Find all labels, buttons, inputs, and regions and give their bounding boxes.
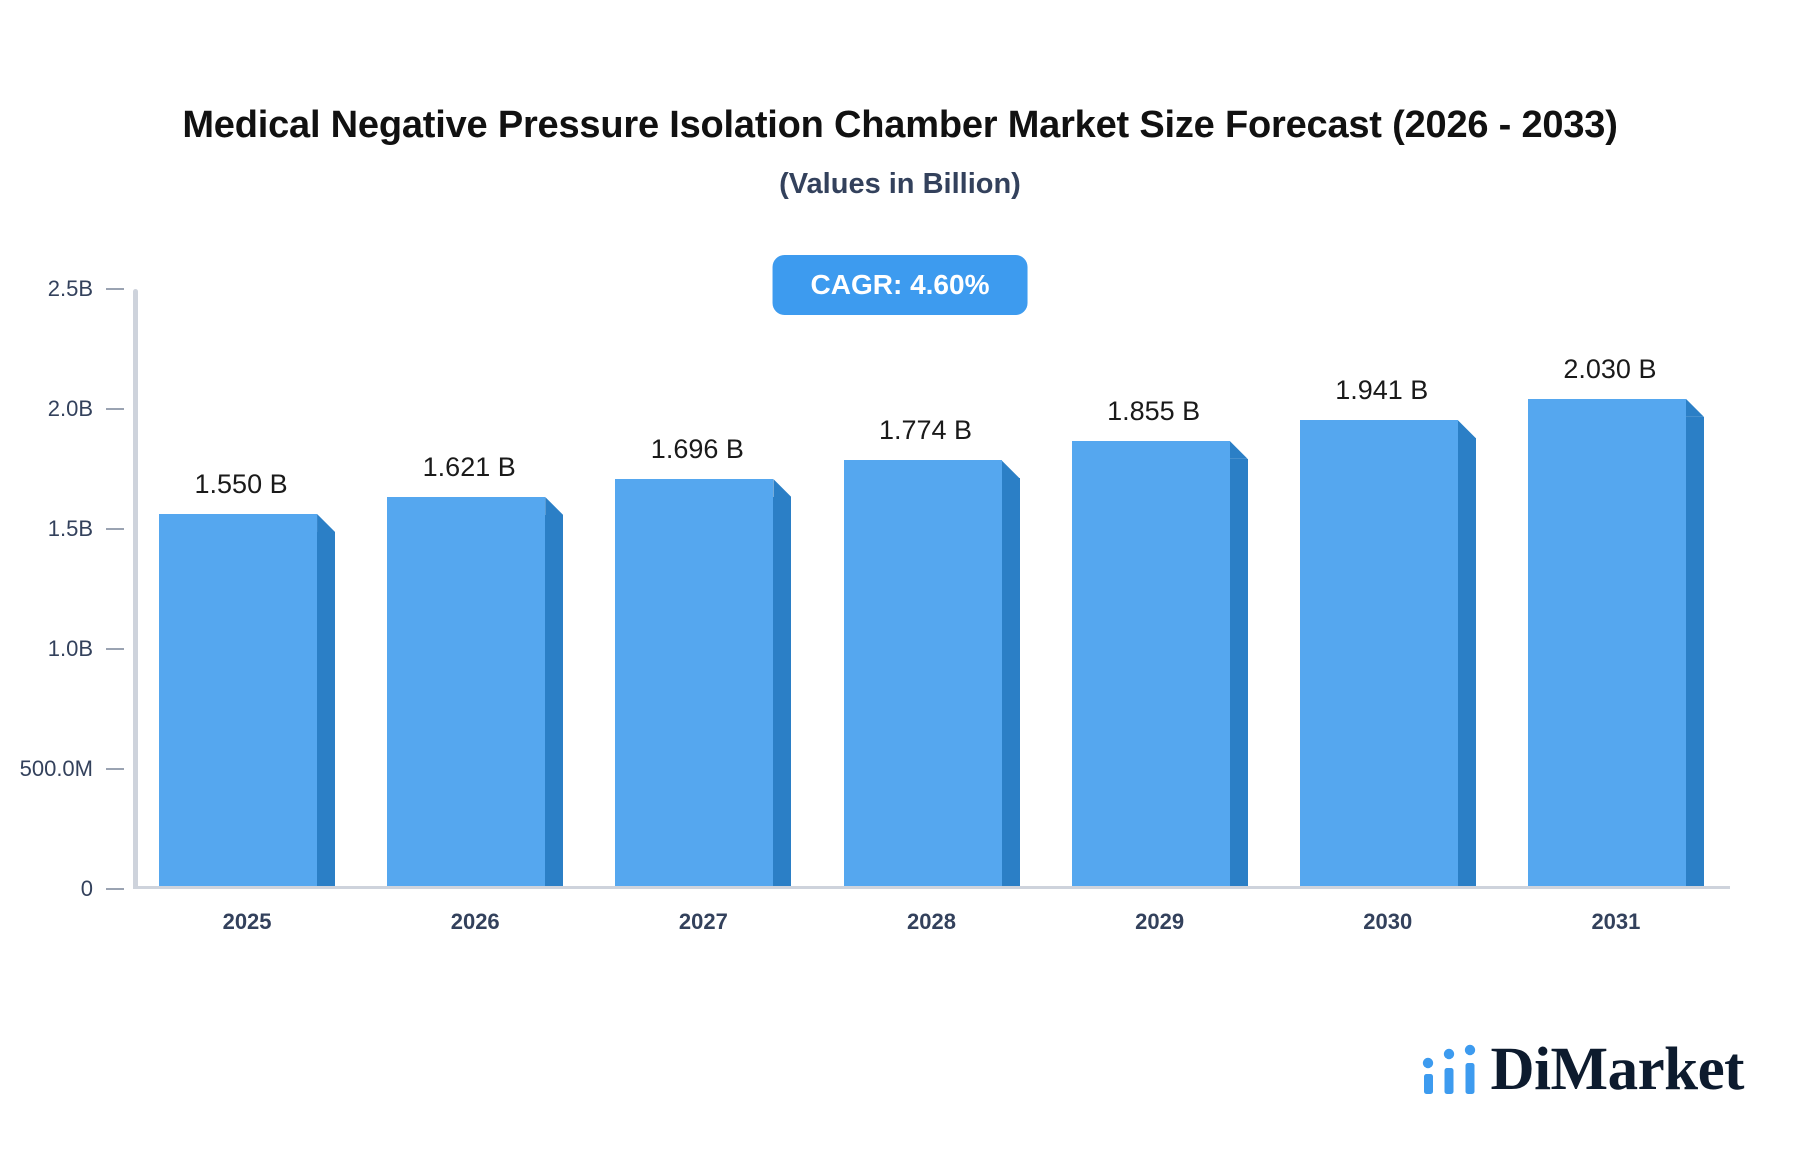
x-axis-tick-label: 2031 — [1591, 909, 1641, 934]
bar-body — [1527, 398, 1704, 886]
bar-value-label: 1.941 B — [1335, 375, 1429, 406]
bar-top-bevel — [1001, 460, 1020, 479]
bar-front-face — [387, 496, 546, 886]
y-axis-tick-dash — [106, 888, 124, 890]
bar-top-bevel — [1685, 398, 1704, 417]
bar-front-face — [1299, 420, 1458, 886]
x-axis-tick-label: 2030 — [1363, 909, 1413, 934]
plot-area: 1.550 B 1.621 B 1.696 B 1.774 B 1.855 B 1.941… — [133, 289, 1730, 889]
bar-chart-icon — [1422, 1044, 1475, 1094]
bar-side-face — [1457, 438, 1476, 886]
chart-title: Medical Negative Pressure Isolation Cham… — [182, 104, 1618, 146]
x-axis-tick-label: 2027 — [678, 909, 728, 934]
bar-value-label: 1.855 B — [1107, 395, 1201, 426]
y-axis-tick-dash — [106, 648, 124, 650]
y-axis-tick-label: 2.0B — [47, 396, 93, 421]
bar-value-label: 1.550 B — [194, 469, 288, 499]
bar-body — [387, 496, 564, 886]
bar-front-face — [1071, 440, 1230, 886]
x-axis-line — [133, 886, 1730, 889]
bar-body — [159, 514, 336, 886]
bar: 1.855 B — [1071, 396, 1248, 886]
y-axis-tick-dash — [106, 408, 124, 410]
bar-body — [1299, 420, 1476, 886]
bar-side-face — [1229, 458, 1248, 886]
bar-top-bevel — [1229, 440, 1248, 459]
bar-side-face — [1685, 416, 1704, 886]
bar: 1.941 B — [1299, 375, 1476, 886]
logo-text: DiMarket — [1490, 1036, 1745, 1103]
bar: 1.696 B — [615, 434, 792, 886]
bar-body — [1071, 440, 1248, 886]
bar-top-bevel — [545, 496, 564, 515]
y-axis-tick-dash — [106, 288, 124, 290]
x-axis-tick-label: 2028 — [907, 909, 956, 934]
bar-value-label: 1.696 B — [650, 433, 744, 464]
bar: 1.774 B — [843, 415, 1020, 886]
bar: 2.030 B — [1527, 354, 1704, 886]
y-axis-tick-label: 1.5B — [47, 516, 93, 541]
y-axis-tick-dash — [106, 768, 124, 770]
bar-front-face — [843, 460, 1002, 886]
bar: 1.550 B — [159, 469, 336, 886]
y-axis-tick-label: 1.0B — [47, 636, 93, 661]
bar-body — [843, 460, 1020, 886]
y-axis-line — [133, 289, 138, 889]
bar-value-label: 2.030 B — [1563, 353, 1657, 384]
chart-subtitle: (Values in Billion) — [779, 168, 1021, 200]
y-axis-tick-label: 500.0M — [19, 756, 93, 781]
bar-top-bevel — [1457, 420, 1476, 439]
bar-side-face — [773, 496, 792, 886]
x-axis-tick-label: 2026 — [450, 909, 500, 934]
bar-side-face — [317, 532, 336, 886]
bar-top-bevel — [773, 478, 792, 497]
dimarket-logo: DiMarket — [1420, 1036, 1745, 1103]
bar-front-face — [159, 514, 318, 886]
bar-value-label: 1.774 B — [878, 415, 973, 446]
bar-value-label: 1.621 B — [422, 451, 516, 482]
bar: 1.621 B — [387, 452, 564, 886]
y-axis-tick-label: 0 — [80, 876, 93, 901]
y-axis-tick-label: 2.5B — [47, 276, 93, 301]
bar-top-bevel — [317, 514, 336, 532]
bar-front-face — [615, 478, 774, 886]
cagr-badge: CAGR: 4.60% — [772, 255, 1028, 315]
x-axis-tick-label: 2029 — [1135, 909, 1185, 934]
y-axis-tick-dash — [106, 528, 124, 530]
bar-side-face — [1001, 478, 1020, 886]
bar-front-face — [1527, 398, 1686, 886]
bar-side-face — [545, 514, 564, 886]
x-axis-tick-label: 2025 — [222, 909, 272, 934]
bar-body — [615, 478, 792, 886]
